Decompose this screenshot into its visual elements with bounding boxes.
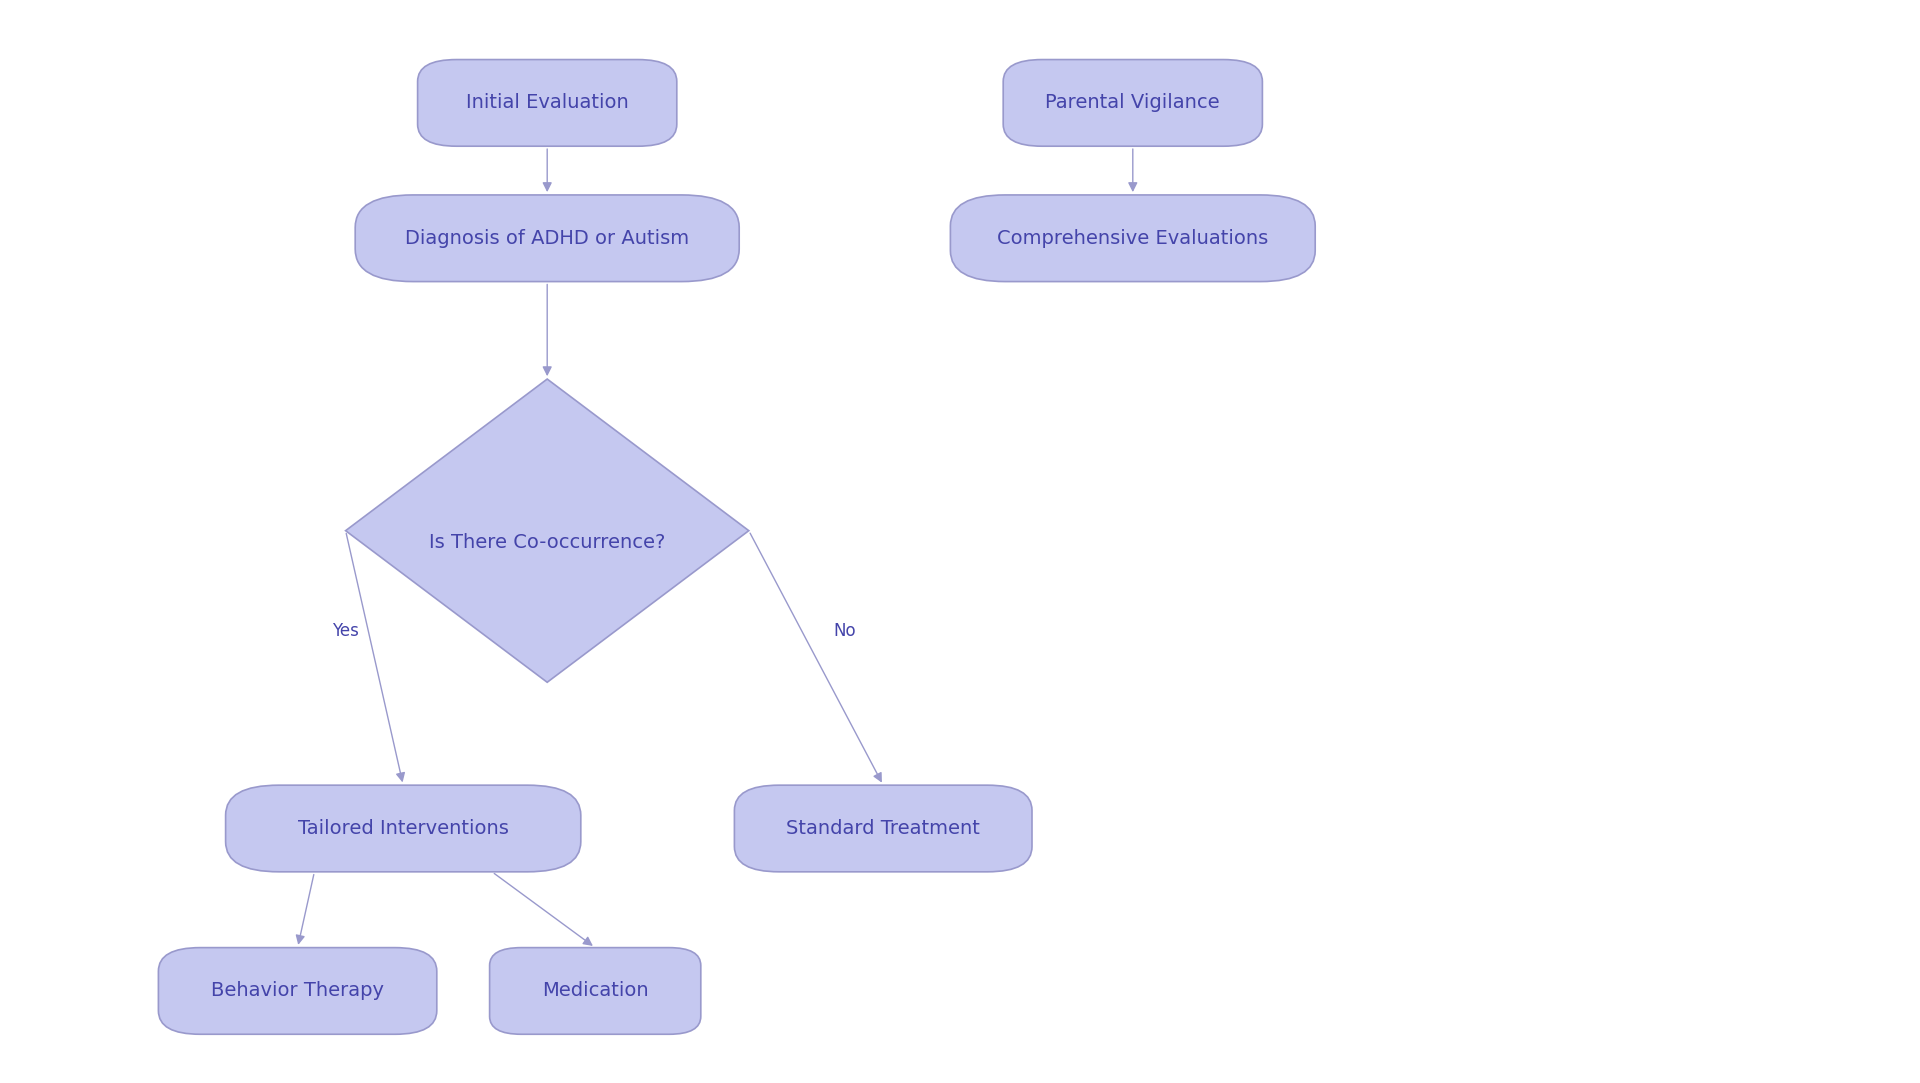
FancyBboxPatch shape: [417, 60, 676, 146]
Text: Behavior Therapy: Behavior Therapy: [211, 981, 384, 1001]
Text: Standard Treatment: Standard Treatment: [787, 819, 979, 838]
FancyBboxPatch shape: [355, 195, 739, 282]
Text: Diagnosis of ADHD or Autism: Diagnosis of ADHD or Autism: [405, 229, 689, 248]
FancyBboxPatch shape: [1002, 60, 1263, 146]
FancyBboxPatch shape: [157, 948, 436, 1034]
FancyBboxPatch shape: [490, 948, 701, 1034]
Text: No: No: [833, 622, 856, 640]
Text: Tailored Interventions: Tailored Interventions: [298, 819, 509, 838]
Text: Medication: Medication: [541, 981, 649, 1001]
FancyBboxPatch shape: [733, 785, 1033, 872]
Text: Comprehensive Evaluations: Comprehensive Evaluations: [996, 229, 1269, 248]
Text: Yes: Yes: [332, 622, 359, 640]
FancyBboxPatch shape: [227, 785, 580, 872]
Polygon shape: [346, 379, 749, 682]
Text: Parental Vigilance: Parental Vigilance: [1046, 93, 1219, 113]
Text: Initial Evaluation: Initial Evaluation: [467, 93, 628, 113]
FancyBboxPatch shape: [950, 195, 1315, 282]
Text: Is There Co-occurrence?: Is There Co-occurrence?: [428, 533, 666, 552]
